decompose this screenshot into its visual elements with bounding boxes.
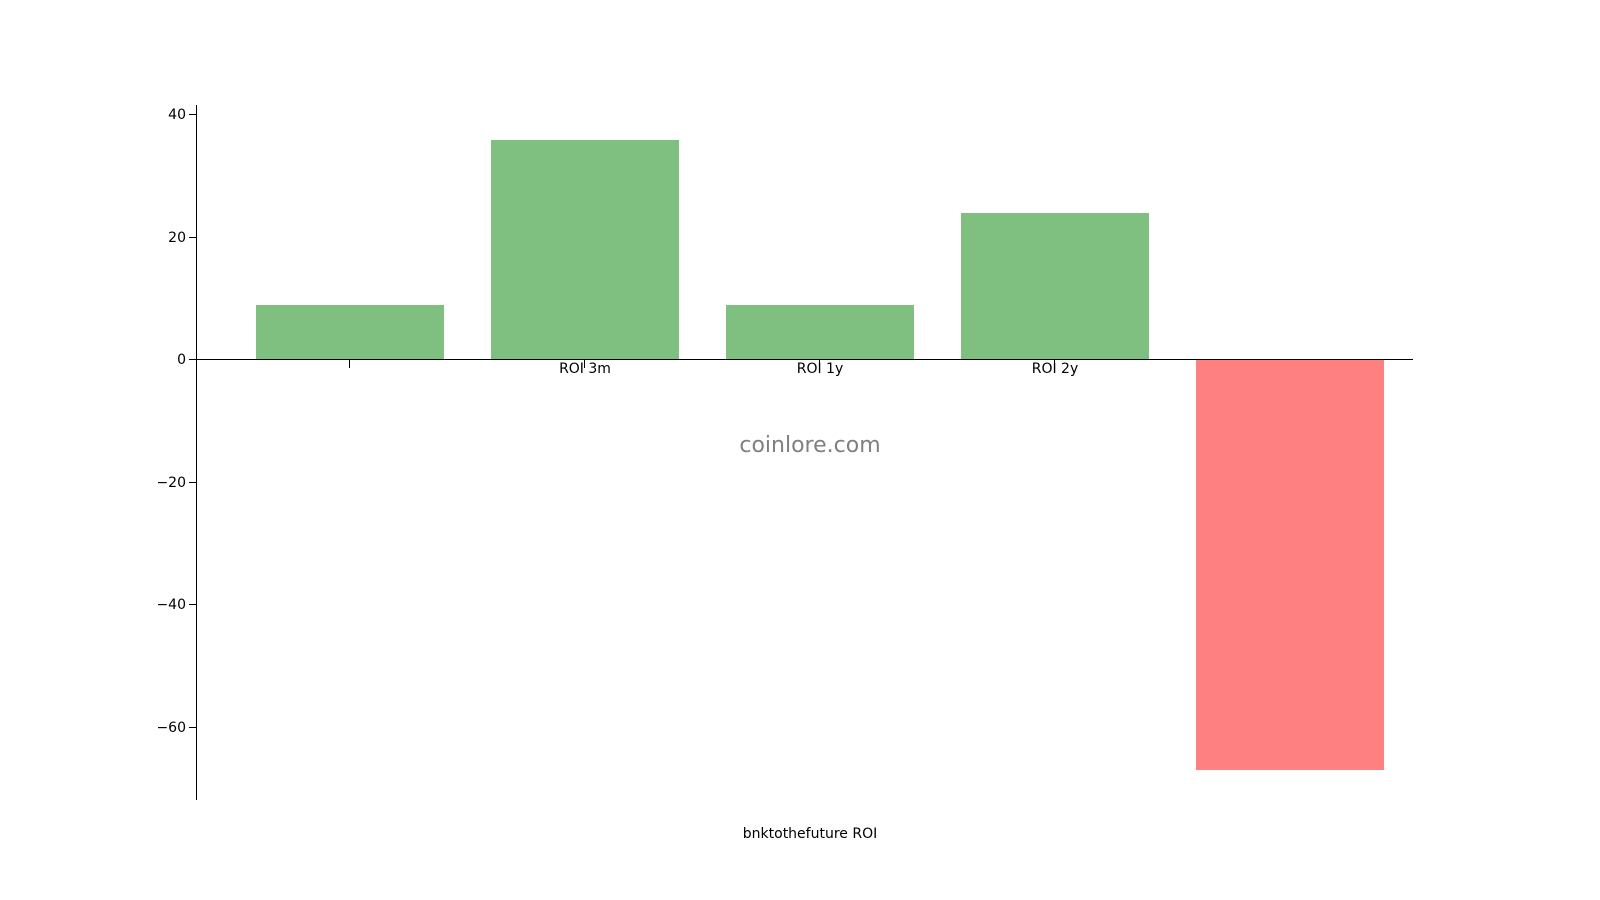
chart-title: bnktothefuture ROI xyxy=(742,826,878,842)
y-axis-tick xyxy=(189,236,196,238)
x-axis-tick-label: ROI 2y xyxy=(1031,361,1079,377)
y-axis-tick-label: 0 xyxy=(177,352,186,368)
bar xyxy=(256,304,444,360)
y-axis-tick-label: 20 xyxy=(168,229,186,246)
watermark-text: coinlore.com xyxy=(739,433,881,458)
x-axis-line xyxy=(196,359,1413,360)
x-axis-tick xyxy=(584,360,585,368)
bar xyxy=(726,304,914,360)
y-axis-tick-label: −20 xyxy=(156,474,186,491)
x-axis-tick-label: ROI 1y xyxy=(796,361,844,377)
x-axis-tick xyxy=(349,360,350,368)
y-axis-tick xyxy=(189,604,196,605)
bar xyxy=(961,213,1149,360)
y-axis-tick xyxy=(189,481,196,483)
y-axis-tick xyxy=(189,114,196,115)
y-axis-line xyxy=(196,105,197,800)
bar xyxy=(491,139,679,360)
y-axis-tick xyxy=(189,726,196,728)
x-axis-tick-label: ROI 3m xyxy=(559,361,611,377)
bar xyxy=(1196,360,1384,771)
x-axis-tick xyxy=(1054,360,1055,368)
x-axis-tick xyxy=(819,360,820,368)
y-axis-tick-label: 40 xyxy=(168,107,186,123)
y-axis-tick-label: −60 xyxy=(156,719,186,736)
y-axis-tick xyxy=(189,359,196,360)
y-axis-tick-label: −40 xyxy=(156,597,186,613)
